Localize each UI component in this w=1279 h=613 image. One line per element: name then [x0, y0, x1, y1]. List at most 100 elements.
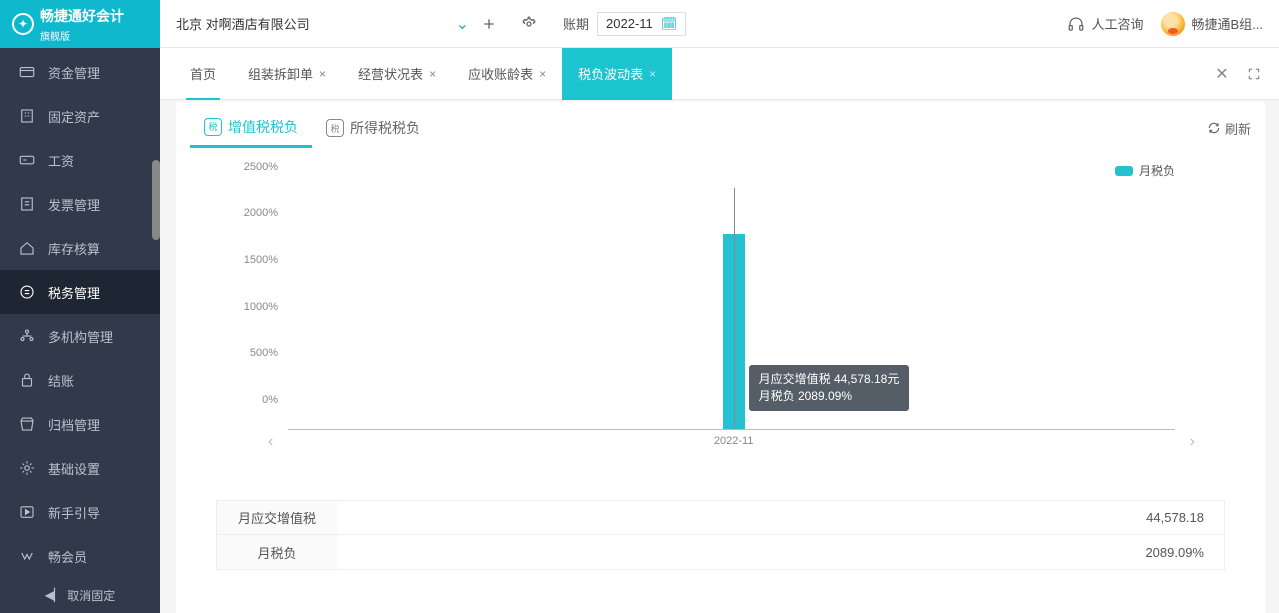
nav: 资金管理 固定资产 工资 发票管理 库存核算 税务管理 多机构管理 结账 归档管…	[0, 48, 160, 578]
nav-item-assets[interactable]: 固定资产	[0, 94, 160, 138]
plus-icon[interactable]	[479, 14, 499, 34]
play-icon	[18, 503, 36, 521]
refresh-button[interactable]: 刷新	[1207, 119, 1251, 138]
tab-close-icon[interactable]: ×	[429, 67, 436, 81]
nav-label: 结账	[48, 371, 74, 390]
house-icon	[18, 239, 36, 257]
chart-area: 月税负 0%500%1000%1500%2000%2500% ‹ › 2022-…	[176, 154, 1265, 448]
y-tick: 1500%	[244, 254, 278, 266]
subtab-income-tax[interactable]: 税 所得税税负	[312, 108, 434, 148]
bar-chart: 0%500%1000%1500%2000%2500% ‹ › 2022-11月应…	[226, 178, 1215, 448]
sidebar-scrollbar[interactable]	[152, 160, 160, 240]
refresh-label: 刷新	[1225, 119, 1251, 138]
period-picker[interactable]: 2022-11 🗓	[597, 12, 686, 36]
table-row: 月应交增值税44,578.18	[217, 501, 1224, 535]
chart-next-arrow[interactable]: ›	[1190, 433, 1195, 451]
avatar	[1161, 12, 1185, 36]
company-name[interactable]: 北京 对啊酒店有限公司	[176, 14, 310, 33]
nav-item-archive[interactable]: 归档管理	[0, 402, 160, 446]
building-icon	[18, 107, 36, 125]
nav-item-close[interactable]: 结账	[0, 358, 160, 402]
sidebar-collapse[interactable]: ◀▏ 取消固定	[0, 577, 160, 613]
sidebar: ✦ 畅捷通好会计 旗舰版 资金管理 固定资产 工资 发票管理 库存核算 税务管理…	[0, 0, 160, 613]
lock-icon	[18, 371, 36, 389]
chart-legend: 月税负	[1115, 162, 1175, 179]
fullscreen-button[interactable]	[1243, 63, 1265, 85]
tab-close-icon[interactable]: ×	[649, 67, 656, 81]
nav-label: 新手引导	[48, 503, 100, 522]
nav-item-tax[interactable]: 税务管理	[0, 270, 160, 314]
nav-label: 发票管理	[48, 195, 100, 214]
logo-text: 畅捷通好会计	[40, 6, 124, 26]
nav-label: 工资	[48, 151, 74, 170]
logo-icon: ✦	[12, 13, 34, 35]
subtab-label: 所得税税负	[350, 118, 420, 138]
tab-4[interactable]: 税负波动表×	[562, 48, 672, 100]
service-link[interactable]: 人工咨询	[1067, 14, 1143, 33]
y-tick: 500%	[250, 347, 278, 359]
table-row: 月税负2089.09%	[217, 535, 1224, 569]
chart-prev-arrow[interactable]: ‹	[268, 433, 273, 451]
nav-item-inventory[interactable]: 库存核算	[0, 226, 160, 270]
tabbar-actions: ✕	[1201, 63, 1265, 85]
nav-item-salary[interactable]: 工资	[0, 138, 160, 182]
content-panel: 税 增值税税负 税 所得税税负 刷新 月税负 0% 500% 1000% 1500% 2…	[176, 102, 1265, 613]
tabs-bar: 首页组装拆卸单×经营状况表×应收账龄表×税负波动表× ✕	[160, 48, 1279, 100]
period-label: 账期	[563, 14, 589, 33]
topbar-right: 人工咨询 畅捷通B组...	[1067, 12, 1263, 36]
invoice-icon	[18, 195, 36, 213]
table-row-label: 月税负	[217, 535, 337, 569]
user-name: 畅捷通B组...	[1191, 14, 1263, 33]
tab-2[interactable]: 经营状况表×	[342, 48, 452, 100]
service-label: 人工咨询	[1091, 14, 1143, 33]
subtabs: 税 增值税税负 税 所得税税负 刷新	[176, 102, 1265, 154]
nav-item-member[interactable]: 畅会员	[0, 534, 160, 578]
nav-label: 固定资产	[48, 107, 100, 126]
table-row-value: 2089.09%	[337, 545, 1224, 560]
tab-close-icon[interactable]: ×	[539, 67, 546, 81]
subtab-vat[interactable]: 税 增值税税负	[190, 108, 312, 148]
legend-label: 月税负	[1139, 162, 1175, 179]
calendar-icon: 🗓	[661, 16, 678, 32]
tab-close-icon[interactable]: ×	[319, 67, 326, 81]
table-row-label: 月应交增值税	[217, 501, 337, 534]
topbar: 北京 对啊酒店有限公司 ⌄ 账期 2022-11 🗓 人工咨询 畅捷通B组...	[160, 0, 1279, 48]
tab-0[interactable]: 首页	[174, 48, 232, 100]
nav-label: 税务管理	[48, 283, 100, 302]
settings-icon[interactable]	[519, 14, 539, 34]
chart-plot: ‹ › 2022-11月应交增值税 44,578.18元月税负 2089.09%	[288, 178, 1175, 430]
nav-item-org[interactable]: 多机构管理	[0, 314, 160, 358]
x-axis-label: 2022-11	[714, 435, 754, 447]
nav-label: 归档管理	[48, 415, 100, 434]
card-icon	[18, 151, 36, 169]
nav-item-funds[interactable]: 资金管理	[0, 50, 160, 94]
tab-3[interactable]: 应收账龄表×	[452, 48, 562, 100]
nav-item-guide[interactable]: 新手引导	[0, 490, 160, 534]
nav-label: 畅会员	[48, 547, 87, 566]
headset-icon	[1067, 15, 1085, 33]
gear-icon	[18, 459, 36, 477]
collapse-label: 取消固定	[67, 587, 115, 604]
nav-item-invoice[interactable]: 发票管理	[0, 182, 160, 226]
subtab-label: 增值税税负	[228, 117, 298, 137]
nav-label: 库存核算	[48, 239, 100, 258]
close-tab-button[interactable]: ✕	[1211, 63, 1233, 85]
nav-label: 基础设置	[48, 459, 100, 478]
chart-hoverline	[734, 188, 735, 429]
y-tick: 0%	[262, 394, 278, 406]
y-tick: 2500%	[244, 161, 278, 173]
nav-item-settings[interactable]: 基础设置	[0, 446, 160, 490]
company-dropdown-icon[interactable]: ⌄	[456, 14, 469, 34]
nav-label: 资金管理	[48, 63, 100, 82]
y-tick: 1000%	[244, 301, 278, 313]
table-row-value: 44,578.18	[337, 510, 1224, 525]
subtab-income-icon: 税	[326, 119, 344, 137]
vip-icon	[18, 547, 36, 565]
refresh-icon	[1207, 121, 1221, 135]
logo: ✦ 畅捷通好会计 旗舰版	[0, 0, 160, 48]
user-menu[interactable]: 畅捷通B组...	[1161, 12, 1263, 36]
y-axis: 0%500%1000%1500%2000%2500%	[226, 178, 286, 430]
wallet-icon	[18, 63, 36, 81]
tab-1[interactable]: 组装拆卸单×	[232, 48, 342, 100]
nav-label: 多机构管理	[48, 327, 113, 346]
